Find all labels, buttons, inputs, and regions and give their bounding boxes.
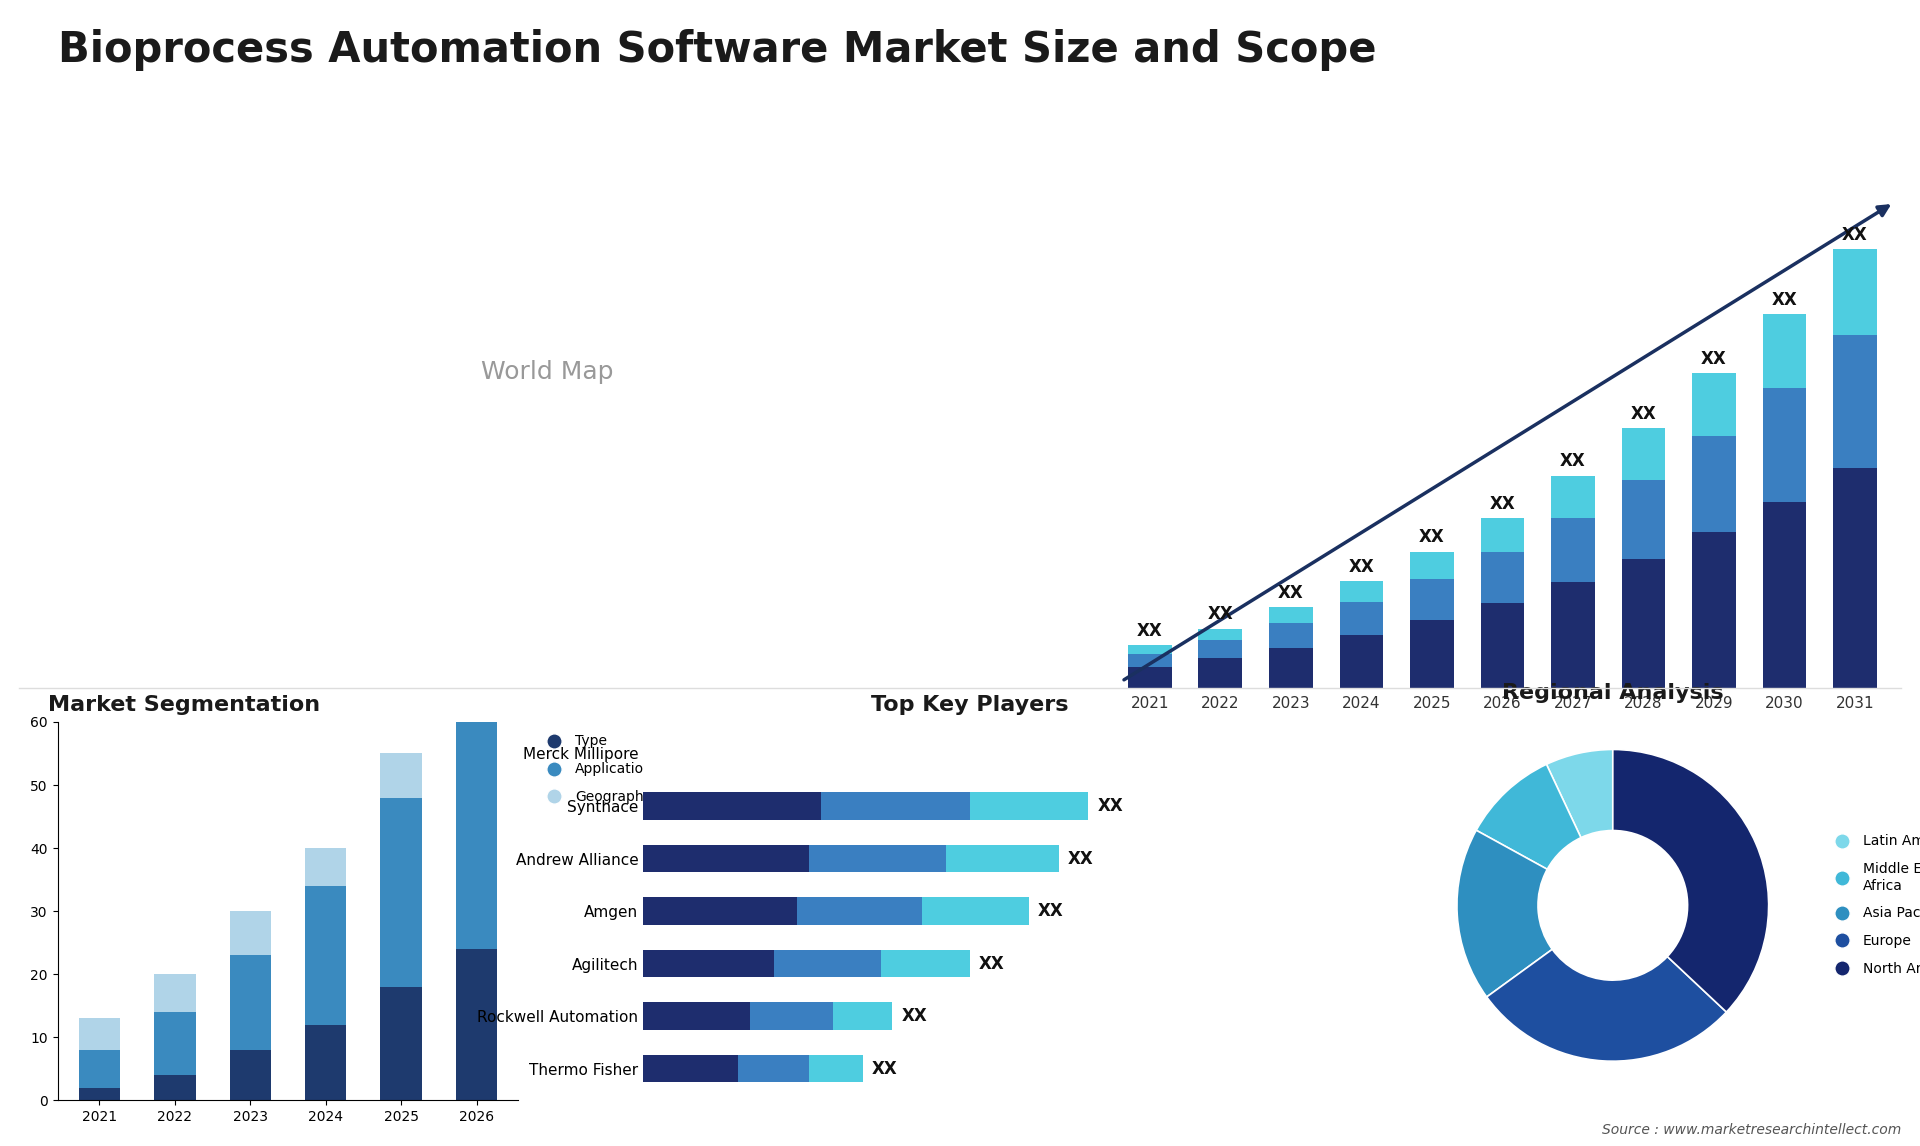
Bar (1198, 628, 1242, 641)
Text: XX: XX (1419, 528, 1444, 547)
Wedge shape (1546, 749, 1613, 838)
Bar (643, 1055, 737, 1082)
Bar (1269, 623, 1313, 647)
Bar (1269, 647, 1313, 688)
Bar (1551, 518, 1596, 582)
Bar (1551, 582, 1596, 688)
Title: Top Key Players: Top Key Players (872, 694, 1068, 715)
Bar (774, 950, 881, 978)
Text: XX: XX (1841, 226, 1868, 244)
Bar (305, 886, 346, 1025)
Bar (1198, 641, 1242, 658)
Bar (751, 1003, 833, 1030)
Bar (643, 950, 774, 978)
Bar (1763, 502, 1807, 688)
Bar (230, 1050, 271, 1100)
Bar (643, 792, 822, 819)
Bar (1834, 469, 1878, 688)
Bar (810, 845, 947, 872)
Bar (380, 987, 422, 1100)
Text: XX: XX (1096, 796, 1123, 815)
Bar (810, 1055, 862, 1082)
Bar (833, 1003, 893, 1030)
Bar (1480, 551, 1524, 603)
Bar (1269, 607, 1313, 623)
Text: XX: XX (1279, 584, 1304, 602)
Bar (1480, 603, 1524, 688)
Bar (947, 845, 1058, 872)
Bar (1340, 581, 1382, 602)
Bar (643, 845, 810, 872)
Wedge shape (1457, 830, 1551, 997)
Text: Source : www.marketresearchintellect.com: Source : www.marketresearchintellect.com (1601, 1123, 1901, 1137)
Bar (1340, 635, 1382, 688)
Bar (1198, 658, 1242, 688)
Text: XX: XX (1068, 849, 1092, 868)
Bar (1480, 518, 1524, 551)
Bar (1692, 532, 1736, 688)
Bar (1622, 429, 1665, 480)
Bar (1763, 388, 1807, 502)
Text: XX: XX (900, 1007, 927, 1026)
Text: XX: XX (1208, 605, 1233, 623)
Bar (643, 897, 797, 925)
Bar (822, 792, 970, 819)
Bar (154, 974, 196, 1012)
Bar (154, 1075, 196, 1100)
Bar (643, 1003, 751, 1030)
Text: XX: XX (1561, 453, 1586, 470)
Bar (455, 949, 497, 1100)
Bar (1622, 559, 1665, 688)
Bar (881, 950, 970, 978)
Bar (1692, 374, 1736, 435)
Bar (305, 848, 346, 886)
Text: World Map: World Map (480, 361, 614, 384)
Bar (922, 897, 1029, 925)
Bar (1409, 551, 1453, 579)
Title: Regional Analysis: Regional Analysis (1501, 683, 1724, 704)
Bar (380, 754, 422, 798)
Text: XX: XX (1039, 902, 1064, 920)
Bar (1622, 480, 1665, 559)
Bar (305, 1025, 346, 1100)
Bar (455, 646, 497, 697)
Bar (79, 1088, 121, 1100)
Bar (1834, 249, 1878, 336)
Text: XX: XX (979, 955, 1004, 973)
Wedge shape (1486, 949, 1726, 1061)
Bar (1692, 435, 1736, 532)
Bar (230, 911, 271, 956)
Bar (797, 897, 922, 925)
Bar (455, 697, 497, 949)
Text: XX: XX (1137, 622, 1164, 641)
Bar (79, 1050, 121, 1088)
Text: Market Segmentation: Market Segmentation (48, 694, 321, 715)
Bar (1340, 602, 1382, 635)
Bar (1127, 654, 1171, 667)
Bar (1409, 620, 1453, 688)
Text: XX: XX (1701, 351, 1726, 368)
Wedge shape (1613, 749, 1768, 1012)
Bar (380, 798, 422, 987)
Wedge shape (1476, 764, 1580, 870)
Text: XX: XX (1630, 405, 1657, 423)
Legend: Latin America, Middle East &
Africa, Asia Pacific, Europe, North America: Latin America, Middle East & Africa, Asi… (1822, 829, 1920, 982)
Text: XX: XX (1490, 495, 1515, 512)
Bar (1127, 667, 1171, 688)
Text: Bioprocess Automation Software Market Size and Scope: Bioprocess Automation Software Market Si… (58, 29, 1377, 71)
Bar (79, 1018, 121, 1050)
Bar (230, 956, 271, 1050)
Bar (737, 1055, 810, 1082)
Bar (1834, 336, 1878, 469)
Text: XX: XX (1348, 558, 1375, 575)
Bar (1127, 645, 1171, 654)
Text: XX: XX (1772, 291, 1797, 309)
Bar (1551, 476, 1596, 518)
Text: XX: XX (872, 1060, 897, 1077)
Bar (1409, 579, 1453, 620)
Bar (1763, 314, 1807, 388)
Bar (970, 792, 1089, 819)
Bar (154, 1012, 196, 1075)
Legend: Type, Application, Geography: Type, Application, Geography (534, 729, 659, 810)
